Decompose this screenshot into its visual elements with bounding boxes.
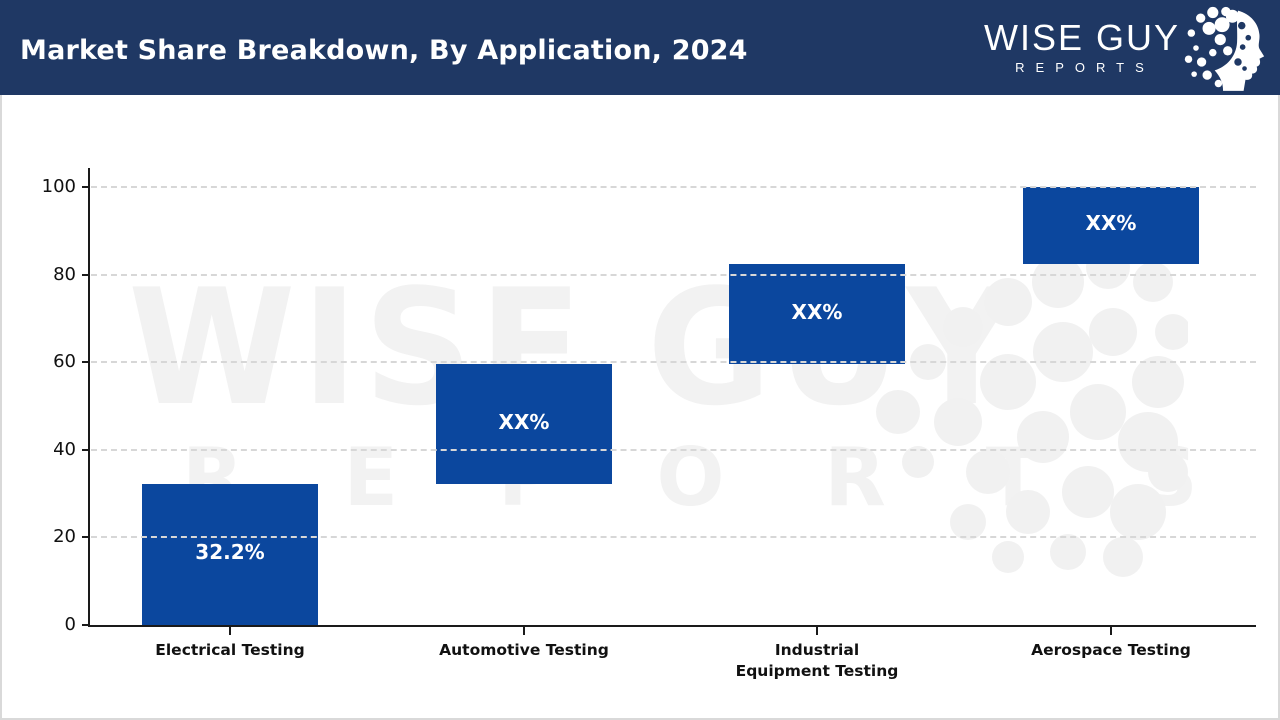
- y-tick-label-100: 100: [41, 176, 76, 197]
- logo-subtext: REPORTS: [1015, 60, 1155, 75]
- x-tick-mark-3: [1110, 627, 1112, 635]
- gridline-80: [91, 273, 1256, 276]
- bar-value-label-2: XX%: [791, 300, 843, 325]
- x-category-label-3: Aerospace Testing: [1031, 641, 1191, 659]
- x-tick-mark-2: [816, 627, 818, 635]
- wise-guy-logo: WISE GUY REPORTS: [984, 4, 1266, 92]
- y-tick-mark-100: [82, 186, 90, 188]
- y-tick-label-40: 40: [53, 438, 76, 460]
- x-category-label-0: Electrical Testing: [155, 641, 305, 659]
- logo-wordmark: WISE GUY: [983, 17, 1180, 58]
- gridline-100: [91, 186, 1256, 188]
- y-tick-mark-80: [82, 273, 90, 276]
- y-tick-label-0: 0: [64, 614, 76, 635]
- bar-3: [1023, 187, 1199, 264]
- bar-value-label-0: 32.2%: [195, 540, 265, 565]
- x-axis-line: [88, 625, 1256, 627]
- y-tick-mark-20: [82, 536, 90, 539]
- y-tick-label-60: 60: [53, 351, 76, 373]
- logo-head-icon: [1184, 6, 1265, 91]
- bar-1: [436, 364, 612, 484]
- y-tick-label-20: 20: [53, 526, 76, 548]
- y-tick-mark-0: [82, 624, 90, 626]
- y-tick-label-80: 80: [53, 263, 76, 285]
- y-axis-line: [88, 168, 90, 627]
- header-bar: Market Share Breakdown, By Application, …: [0, 0, 1280, 95]
- logo-text: WISE GUY REPORTS: [983, 17, 1180, 76]
- gridline-20: [91, 536, 1256, 539]
- bar-0: [142, 483, 318, 625]
- gridline-60: [91, 361, 1256, 364]
- x-tick-mark-0: [229, 627, 231, 635]
- y-tick-mark-40: [82, 448, 90, 451]
- x-category-label-1: Automotive Testing: [439, 641, 609, 659]
- bar-value-label-3: XX%: [1085, 211, 1137, 236]
- y-tick-mark-60: [82, 361, 90, 364]
- bar-2: [729, 263, 905, 365]
- bar-value-label-1: XX%: [498, 410, 550, 435]
- x-category-label-2: Industrial Equipment Testing: [735, 641, 899, 680]
- x-tick-mark-1: [523, 627, 525, 635]
- gridline-40: [91, 448, 1256, 451]
- page-title: Market Share Breakdown, By Application, …: [20, 35, 748, 66]
